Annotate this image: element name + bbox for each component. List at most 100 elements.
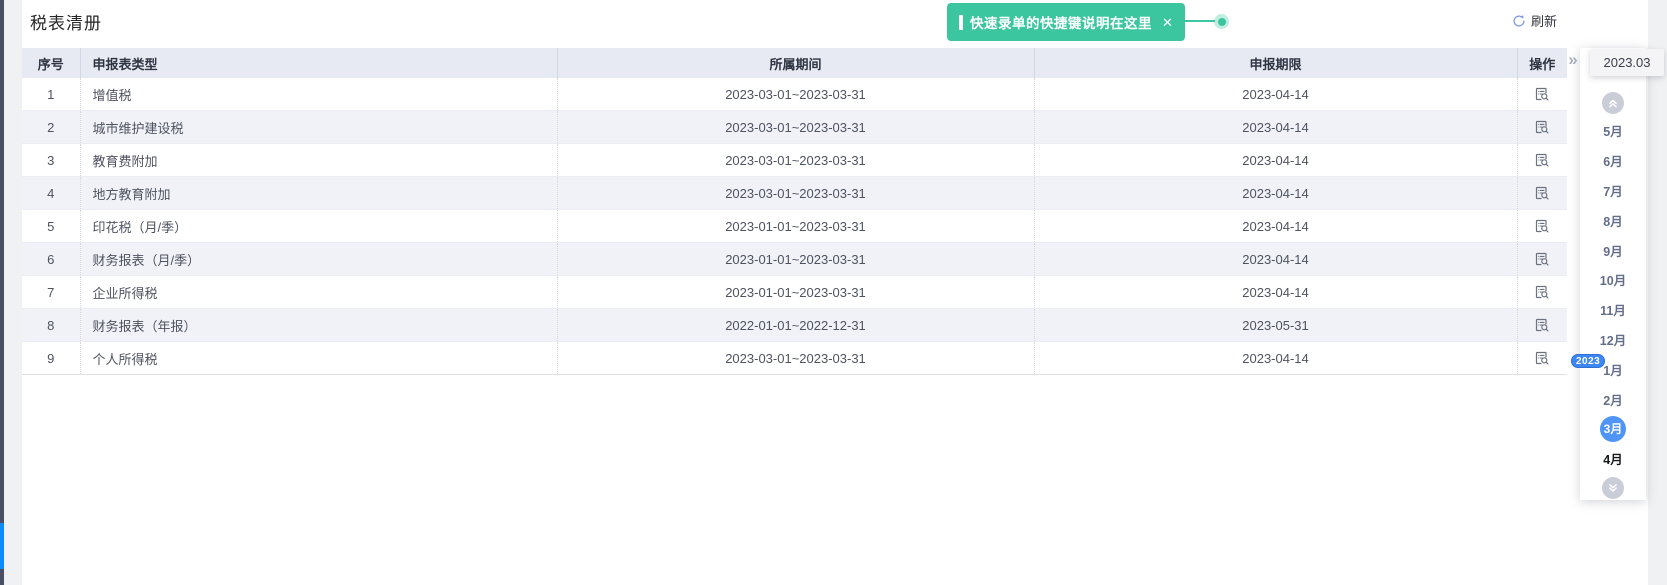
table-row: 4 地方教育附加 2023-03-01~2023-03-31 2023-04-14 bbox=[22, 176, 1567, 210]
scroll-months-up-button[interactable] bbox=[1602, 92, 1624, 114]
cell-index: 9 bbox=[47, 350, 55, 366]
table-body: 1 增值税 2023-03-01~2023-03-31 2023-04-14 2 城市维… bbox=[22, 78, 1567, 375]
table-row: 5 印花税（月/季） 2023-01-01~2023-03-31 2023-04-14 bbox=[22, 209, 1567, 243]
cell-index: 8 bbox=[47, 317, 55, 333]
month-item-11[interactable]: 11月 bbox=[1580, 295, 1646, 325]
cell-deadline: 2023-04-14 bbox=[1033, 275, 1517, 309]
cell-action bbox=[1516, 209, 1567, 243]
cell-period: 2023-03-01~2023-03-31 bbox=[556, 176, 1034, 210]
month-label: 12月 bbox=[1599, 333, 1627, 348]
cell-action bbox=[1516, 341, 1567, 375]
hint-connector-line bbox=[1178, 20, 1215, 22]
month-item-8[interactable]: 8月 bbox=[1580, 205, 1646, 235]
cell-type: 印花税（月/季） bbox=[79, 209, 557, 243]
year-badge: 2023 bbox=[1571, 354, 1606, 368]
view-report-button[interactable] bbox=[1533, 184, 1551, 202]
view-report-icon bbox=[1536, 120, 1549, 134]
table-header-row: 序号 申报表类型 所属期间 申报期限 操作 bbox=[22, 48, 1567, 78]
cell-action bbox=[1516, 110, 1567, 144]
month-item-3[interactable]: 3月 bbox=[1580, 414, 1646, 444]
cell-index: 6 bbox=[47, 251, 55, 267]
month-label: 2月 bbox=[1603, 393, 1623, 408]
table-row: 8 财务报表（年报） 2022-01-01~2022-12-31 2023-05-31 bbox=[22, 308, 1567, 342]
month-item-10[interactable]: 10月 bbox=[1580, 265, 1646, 295]
month-item-9[interactable]: 9月 bbox=[1580, 235, 1646, 265]
month-item-2[interactable]: 2月 bbox=[1580, 384, 1646, 414]
cell-index: 5 bbox=[47, 218, 55, 234]
header-type: 申报表类型 bbox=[79, 48, 557, 78]
hint-bar-icon bbox=[959, 14, 963, 30]
cell-index: 2 bbox=[47, 119, 55, 135]
table-row: 2 城市维护建设税 2023-03-01~2023-03-31 2023-04-14 bbox=[22, 110, 1567, 144]
view-report-icon bbox=[1536, 153, 1549, 167]
shortcut-hint-tooltip: 快速录单的快捷键说明在这里 ✕ bbox=[947, 3, 1186, 41]
cell-period: 2023-01-01~2023-03-31 bbox=[556, 275, 1034, 309]
header-deadline: 申报期限 bbox=[1033, 48, 1517, 78]
refresh-icon bbox=[1513, 14, 1525, 27]
cell-period: 2022-01-01~2022-12-31 bbox=[556, 308, 1034, 342]
view-report-icon bbox=[1536, 87, 1549, 101]
cell-action bbox=[1516, 176, 1567, 210]
month-label: 5月 bbox=[1603, 125, 1623, 140]
view-report-button[interactable] bbox=[1533, 250, 1551, 268]
double-chevron-down-icon bbox=[1609, 484, 1617, 492]
cell-deadline: 2023-05-31 bbox=[1033, 308, 1517, 342]
cell-index: 1 bbox=[47, 86, 55, 102]
current-period-chip[interactable]: 2023.03 bbox=[1590, 49, 1664, 76]
cell-type: 增值税 bbox=[79, 78, 557, 111]
month-item-5[interactable]: 5月 bbox=[1580, 116, 1646, 146]
month-label: 3月 bbox=[1600, 415, 1626, 442]
cell-deadline: 2023-04-14 bbox=[1033, 176, 1517, 210]
cell-action bbox=[1516, 78, 1567, 111]
view-report-button[interactable] bbox=[1533, 151, 1551, 169]
view-report-icon bbox=[1536, 252, 1549, 266]
cell-action bbox=[1516, 308, 1567, 342]
month-item-1[interactable]: 1月 bbox=[1580, 354, 1646, 384]
view-report-button[interactable] bbox=[1533, 118, 1551, 136]
cell-type: 教育费附加 bbox=[79, 143, 557, 177]
table-row: 9 个人所得税 2023-03-01~2023-03-31 2023-04-14 bbox=[22, 341, 1567, 375]
cell-deadline: 2023-04-14 bbox=[1033, 242, 1517, 276]
month-item-6[interactable]: 6月 bbox=[1580, 146, 1646, 176]
refresh-button[interactable]: 刷新 bbox=[1512, 11, 1557, 30]
cell-period: 2023-03-01~2023-03-31 bbox=[556, 143, 1034, 177]
view-report-button[interactable] bbox=[1533, 349, 1551, 367]
cell-type: 财务报表（年报） bbox=[79, 308, 557, 342]
hint-anchor-dot bbox=[1214, 14, 1229, 29]
cell-type: 财务报表（月/季） bbox=[79, 242, 557, 276]
view-report-icon bbox=[1536, 318, 1549, 332]
double-chevron-right-icon[interactable]: » bbox=[1568, 50, 1578, 69]
scroll-months-down-button[interactable] bbox=[1602, 477, 1624, 499]
view-report-icon bbox=[1536, 219, 1549, 233]
cell-deadline: 2023-04-14 bbox=[1033, 143, 1517, 177]
month-label: 4月 bbox=[1603, 453, 1623, 468]
cell-deadline: 2023-04-14 bbox=[1033, 78, 1517, 111]
cell-type: 城市维护建设税 bbox=[79, 110, 557, 144]
view-report-button[interactable] bbox=[1533, 85, 1551, 103]
close-icon[interactable]: ✕ bbox=[1162, 14, 1174, 30]
month-label: 8月 bbox=[1603, 214, 1623, 229]
cell-action bbox=[1516, 143, 1567, 177]
header-action: 操作 bbox=[1516, 48, 1567, 78]
sidebar-active-indicator bbox=[0, 523, 4, 569]
hint-anchor-dot-core bbox=[1217, 17, 1226, 26]
month-label: 1月 bbox=[1603, 363, 1623, 378]
cell-deadline: 2023-04-14 bbox=[1033, 209, 1517, 243]
view-report-button[interactable] bbox=[1533, 283, 1551, 301]
cell-action bbox=[1516, 242, 1567, 276]
refresh-label: 刷新 bbox=[1531, 14, 1558, 29]
cell-period: 2023-03-01~2023-03-31 bbox=[556, 110, 1034, 144]
table-row: 1 增值税 2023-03-01~2023-03-31 2023-04-14 bbox=[22, 78, 1567, 111]
month-item-4[interactable]: 4月 bbox=[1580, 444, 1646, 474]
right-gutter bbox=[1648, 0, 1667, 585]
month-item-12[interactable]: 12月 bbox=[1580, 325, 1646, 355]
view-report-button[interactable] bbox=[1533, 316, 1551, 334]
left-gutter bbox=[4, 0, 22, 585]
month-item-7[interactable]: 7月 bbox=[1580, 176, 1646, 206]
view-report-button[interactable] bbox=[1533, 217, 1551, 235]
table-row: 3 教育费附加 2023-03-01~2023-03-31 2023-04-14 bbox=[22, 143, 1567, 177]
cell-type: 个人所得税 bbox=[79, 341, 557, 375]
month-list: 5月 6月 7月 8月 9月 10月 11月 12月 1月 2月 3月 4月 bbox=[1580, 116, 1646, 474]
month-label: 9月 bbox=[1603, 244, 1623, 259]
